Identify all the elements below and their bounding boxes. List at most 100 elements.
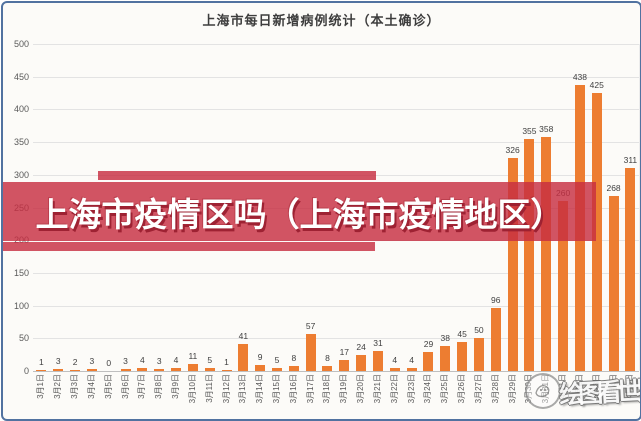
bar-value-label: 5 <box>274 354 280 365</box>
bar-value-label: 8 <box>291 352 297 363</box>
y-tick-label: 450 <box>13 71 29 82</box>
bar-value-label: 4 <box>173 355 179 366</box>
bar <box>507 157 518 371</box>
gridline <box>33 371 639 372</box>
bar-value-label: 24 <box>356 342 366 353</box>
bar <box>154 369 165 371</box>
x-tick-label: 3月10日 <box>187 374 197 404</box>
bar-slot: 311 4月5日 <box>622 44 639 399</box>
x-tick-label: 3月5日 <box>103 374 113 399</box>
x-tick-label: 3月2日 <box>53 374 63 399</box>
doodle-icon <box>535 385 550 398</box>
bar <box>221 370 232 371</box>
bar <box>305 333 316 371</box>
bar <box>356 355 367 371</box>
bar <box>171 368 182 371</box>
bar-slot: 5 3月15日 <box>269 44 286 403</box>
bar <box>625 167 636 371</box>
x-tick-label: 3月17日 <box>305 374 315 404</box>
bar-value-label: 4 <box>392 355 398 366</box>
gridline <box>33 338 639 340</box>
bar-slot: 29 3月24日 <box>420 44 437 403</box>
bar <box>541 136 552 371</box>
x-tick-label: 3月9日 <box>171 374 181 399</box>
bar <box>608 195 619 371</box>
y-tick-label: 400 <box>13 104 29 115</box>
y-tick-label: 350 <box>13 137 29 148</box>
bar-slot: 45 3月26日 <box>454 44 471 403</box>
bar <box>187 363 198 371</box>
bar-slot: 4 3月9日 <box>168 44 185 399</box>
bar-slot: 355 3月30日 <box>521 44 538 404</box>
banner-accent-strip-bottom <box>3 242 375 251</box>
bar <box>238 344 249 371</box>
gridline <box>33 272 639 274</box>
x-tick-label: 3月18日 <box>322 374 332 404</box>
gridline <box>33 109 639 111</box>
bar-value-label: 311 <box>623 154 638 165</box>
bar-slot: 3 3月4日 <box>83 44 100 399</box>
bar-value-label: 425 <box>589 80 604 90</box>
bar-slot: 5 3月11日 <box>201 44 218 403</box>
x-tick-label: 3月20日 <box>356 374 366 404</box>
bar-slot: 4 3月23日 <box>403 44 420 403</box>
bar-slot: 2 3月3日 <box>67 44 84 399</box>
x-tick-label: 3月22日 <box>389 374 399 404</box>
bar-slot: 3 3月2日 <box>50 44 67 399</box>
x-tick-label: 3月25日 <box>440 374 450 404</box>
bar <box>272 367 282 371</box>
watermark: 绘图看世界 <box>525 373 641 410</box>
bar <box>339 359 350 371</box>
watermark-logo-icon <box>525 373 561 409</box>
x-tick-label: 3月4日 <box>86 374 96 399</box>
bar-value-label: 11 <box>188 350 198 361</box>
bar-slot: 24 3月20日 <box>353 44 370 403</box>
gridline <box>33 142 639 144</box>
x-tick-label: 3月1日 <box>36 374 46 399</box>
bar <box>591 93 602 371</box>
x-tick-label: 3月8日 <box>154 374 164 399</box>
y-tick-label: 100 <box>13 300 29 311</box>
bar-value-label: 41 <box>238 331 249 342</box>
chart-title: 上海市每日新增病例统计（本土确诊） <box>202 13 441 28</box>
bar-slot: 3 3月6日 <box>117 44 134 399</box>
x-tick-label: 3月24日 <box>423 374 433 404</box>
bar-value-label: 2 <box>72 356 78 367</box>
bar-value-label: 268 <box>606 182 621 193</box>
bar-value-label: 3 <box>55 356 61 366</box>
bar-value-label: 1 <box>224 357 229 368</box>
y-tick-label: 150 <box>13 267 29 278</box>
bar-value-label: 5 <box>207 354 213 365</box>
bar <box>53 369 64 371</box>
y-tick-label: 500 <box>13 39 29 49</box>
bar-value-label: 57 <box>305 320 316 331</box>
bar-value-label: 0 <box>106 358 112 368</box>
bar-slot: 17 3月19日 <box>336 44 353 403</box>
x-tick-label: 3月26日 <box>457 374 467 404</box>
gridline <box>33 76 639 78</box>
bar-slot: 326 3月29日 <box>504 44 521 404</box>
bar-slot: 41 3月13日 <box>235 44 252 403</box>
bar-slot: 38 3月25日 <box>437 44 454 403</box>
bar-slot: 1 3月1日 <box>33 44 50 399</box>
bar-value-label: 31 <box>373 337 383 348</box>
bar <box>70 369 81 371</box>
bar-slot: 50 3月27日 <box>471 44 488 403</box>
watermark-text: 绘图看世界 <box>558 376 641 410</box>
bar <box>440 346 451 371</box>
y-tick-label: 50 <box>18 333 29 344</box>
overlay-banner-text: 上海市疫情区吗（上海市疫情地区） <box>35 195 564 233</box>
bar-value-label: 4 <box>140 355 145 366</box>
bar-value-label: 8 <box>325 352 330 363</box>
x-tick-label: 3月11日 <box>204 374 214 403</box>
bar-slot: 268 4月4日 <box>605 44 622 399</box>
bar-value-label: 1 <box>39 357 44 368</box>
bar <box>406 368 417 371</box>
x-tick-label: 3月19日 <box>339 374 349 404</box>
bar-slot: 3 3月8日 <box>151 44 168 399</box>
bar-slot: 8 3月18日 <box>319 44 336 403</box>
bar-value-label: 4 <box>409 355 414 366</box>
bar-value-label: 438 <box>572 71 587 82</box>
bar <box>288 365 299 371</box>
bar-value-label: 45 <box>457 328 467 339</box>
